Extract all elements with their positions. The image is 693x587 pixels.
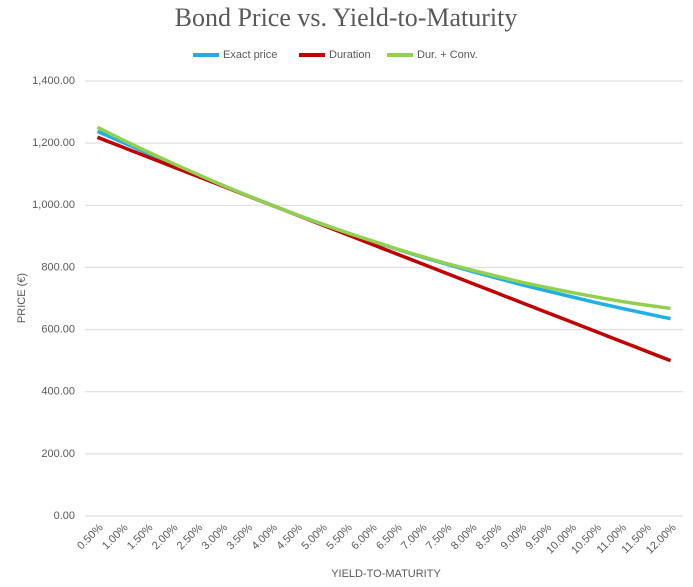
x-tick-label: 5.50%	[324, 522, 355, 553]
series-line	[96, 129, 671, 321]
x-tick-label: 5.00%	[299, 522, 330, 553]
x-tick-label: 1.50%	[125, 522, 156, 553]
x-tick-label: 7.00%	[399, 522, 430, 553]
y-axis-title: PRICE (€)	[16, 273, 28, 323]
x-axis-title: YIELD-TO-MATURITY	[331, 568, 441, 580]
series-line	[96, 135, 672, 363]
x-tick-label: 7.50%	[424, 522, 455, 553]
y-tick-label: 600.00	[41, 323, 75, 335]
x-tick-label: 3.00%	[200, 522, 231, 553]
y-tick-label: 200.00	[41, 448, 75, 460]
x-tick-label: 8.50%	[474, 522, 505, 553]
x-tick-label: 1.00%	[100, 522, 131, 553]
x-tick-label: 2.00%	[150, 522, 181, 553]
y-tick-label: 1,000.00	[32, 199, 75, 211]
y-tick-label: 400.00	[41, 386, 75, 398]
legend-label: Dur. + Conv.	[417, 49, 478, 61]
series-line	[96, 125, 671, 311]
x-tick-label: 4.50%	[274, 522, 305, 553]
x-tick-label: 9.00%	[499, 522, 530, 553]
legend-label: Exact price	[223, 49, 277, 61]
y-tick-label: 0.00	[54, 510, 75, 522]
y-tick-label: 1,200.00	[32, 137, 75, 149]
x-tick-label: 6.00%	[349, 522, 380, 553]
x-tick-label: 6.50%	[374, 522, 405, 553]
x-tick-label: 3.50%	[225, 522, 256, 553]
chart-title: Bond Price vs. Yield-to-Maturity	[175, 3, 518, 32]
x-tick-label: 4.00%	[250, 522, 281, 553]
y-tick-label: 1,400.00	[32, 75, 75, 87]
y-tick-label: 800.00	[41, 261, 75, 273]
x-tick-label: 2.50%	[175, 522, 206, 553]
x-tick-label: 0.50%	[75, 522, 106, 553]
x-tick-label: 8.00%	[449, 522, 480, 553]
legend-label: Duration	[329, 49, 371, 61]
